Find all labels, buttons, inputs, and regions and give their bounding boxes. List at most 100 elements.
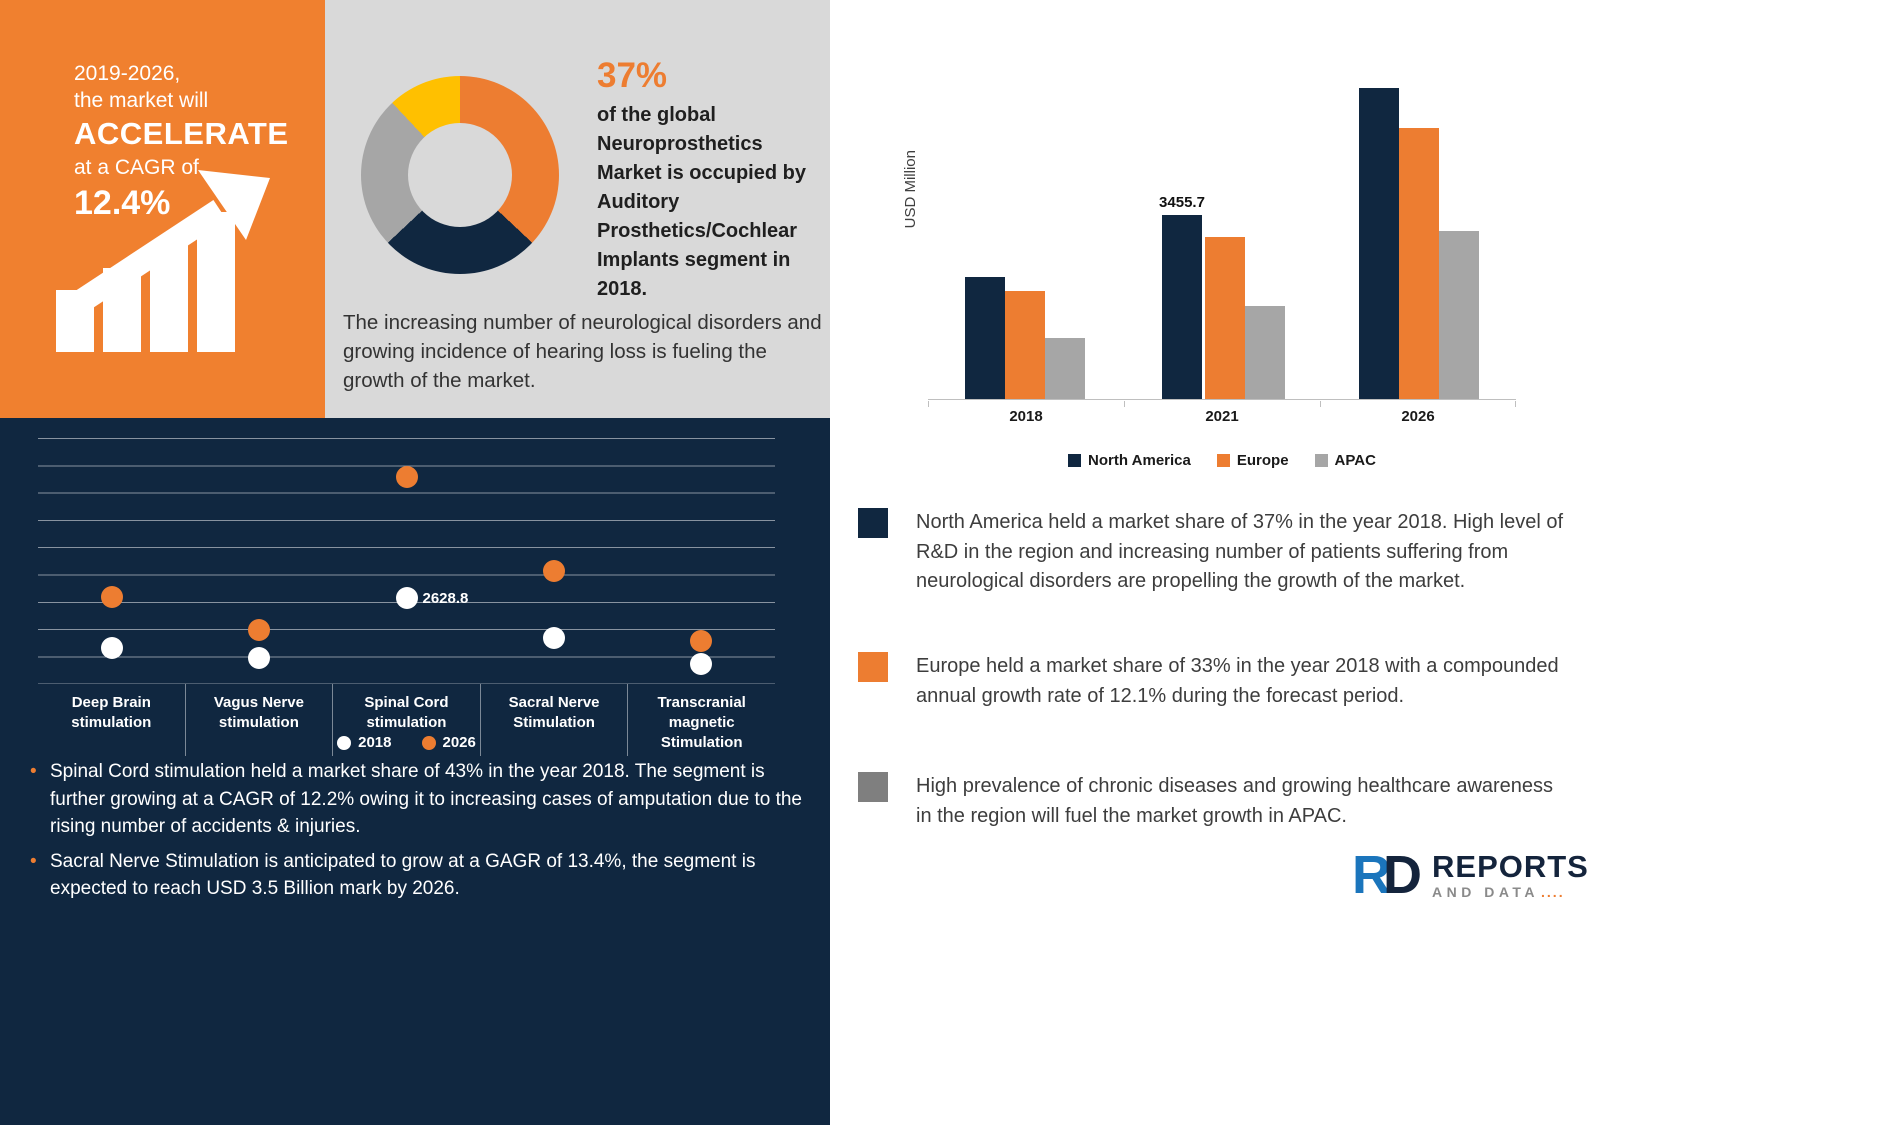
legend-label-2018: 2018 — [358, 734, 392, 751]
cagr-value: 12.4% — [74, 184, 171, 222]
logo-mark-r: R — [1352, 845, 1391, 905]
insight-swatch-navy — [858, 508, 888, 538]
axis-tick — [1515, 401, 1516, 407]
bar-wrap — [1005, 291, 1046, 399]
insight-swatch-orange — [858, 652, 888, 682]
dot-2018 — [100, 637, 123, 659]
dot-2026 — [542, 560, 565, 582]
cagr-panel: 2019-2026, the market will ACCELERATE at… — [0, 0, 325, 418]
bar-wrap — [1204, 237, 1245, 399]
cagr-line-intro: the market will — [74, 89, 209, 112]
bar-wrap — [1045, 338, 1086, 399]
category-label-vagus-nerve: Vagus Nerve stimulation — [184, 684, 333, 756]
x-axis-ticks — [928, 401, 1516, 407]
bar-group-2018 — [965, 277, 1086, 399]
legend-item-north-america: North America — [1068, 452, 1191, 469]
bar-wrap — [1398, 128, 1439, 399]
bar-europe — [1398, 128, 1439, 399]
bar-wrap — [965, 277, 1006, 399]
category-label-deep-brain: Deep Brain stimulation — [71, 694, 152, 731]
legend-swatch-europe — [1216, 454, 1230, 467]
bullet-sacral-nerve: Sacral Nerve Stimulation is anticipated … — [28, 848, 818, 903]
segment-bullets: Spinal Cord stimulation held a market sh… — [28, 758, 818, 910]
dot-2026 — [248, 619, 271, 641]
legend-label-north-america: North America — [1088, 452, 1191, 469]
logo-subtitle-text: AND DATA — [1432, 884, 1540, 901]
bar-wrap — [1244, 306, 1285, 399]
legend-item-2026: 2026 — [421, 734, 476, 751]
dot-plot: 2628.8 — [38, 438, 775, 684]
bar-wrap — [1358, 88, 1399, 399]
legend-label-2026: 2026 — [442, 734, 476, 751]
insight-text-north-america: North America held a market share of 37%… — [916, 511, 1564, 592]
bar-wrap — [1438, 231, 1479, 399]
bar-apac — [1244, 306, 1285, 399]
y-axis-label: USD Million — [902, 150, 919, 229]
dot-legend: 2018 2026 — [38, 734, 775, 751]
dot-2018 — [542, 627, 565, 649]
legend-item-2018: 2018 — [337, 734, 392, 751]
bar-plot: 3455.7 — [928, 68, 1516, 400]
cagr-line-at: at a CAGR of — [74, 156, 199, 179]
insight-apac: High prevalence of chronic diseases and … — [858, 772, 1574, 831]
cagr-text-block: 2019-2026, the market will ACCELERATE at… — [74, 60, 289, 225]
bar-wrap: 3455.7 — [1159, 194, 1205, 399]
bar-europe — [1005, 291, 1046, 399]
growth-arrow-icon — [56, 170, 270, 352]
category-label-sacral-nerve: Sacral Nerve Stimulation — [479, 684, 628, 756]
dot-category-labels: Deep Brain stimulation Vagus Nerve stimu… — [38, 684, 775, 756]
category-label-spinal-cord: Spinal Cord stimulation — [332, 684, 480, 756]
bullet-spinal-cord: Spinal Cord stimulation held a market sh… — [28, 758, 818, 841]
legend-item-apac: APAC — [1314, 452, 1376, 469]
legend-label-europe: Europe — [1236, 452, 1289, 469]
donut-body-text: The increasing number of neurological di… — [343, 311, 822, 392]
headline-percentage: 37% — [597, 56, 668, 95]
bar-apac — [1045, 338, 1086, 399]
reports-and-data-logo: RD REPORTS AND DATA.... — [1352, 848, 1589, 902]
dot-2018 — [248, 647, 271, 669]
dot-2026 — [395, 466, 418, 488]
dot-2018 — [690, 653, 713, 675]
logo-subtitle: AND DATA.... — [1432, 884, 1589, 900]
bar-north-america — [1161, 215, 1202, 399]
legend-swatch-north-america — [1068, 454, 1082, 467]
logo-text-block: REPORTS AND DATA.... — [1432, 849, 1589, 900]
axis-tick — [928, 401, 929, 407]
x-label-2018: 2018 — [1009, 408, 1043, 425]
logo-dots: .... — [1541, 884, 1565, 901]
dot-2026 — [690, 630, 713, 652]
axis-tick — [1123, 401, 1125, 407]
x-label-2021: 2021 — [1205, 408, 1239, 425]
insight-north-america: North America held a market share of 37%… — [858, 508, 1574, 597]
bar-legend: North America Europe APAC — [928, 452, 1516, 469]
legend-label-apac: APAC — [1334, 452, 1376, 469]
cagr-line-years: 2019-2026, — [74, 62, 181, 85]
bar-apac — [1438, 231, 1479, 399]
x-label-2026: 2026 — [1401, 408, 1435, 425]
logo-mark-icon: RD — [1352, 848, 1424, 902]
bar-group-2026 — [1358, 88, 1479, 399]
legend-swatch-apac — [1314, 454, 1328, 467]
headline-text: of the global Neuroprosthetics Market is… — [597, 104, 806, 300]
legend-item-europe: Europe — [1216, 452, 1289, 469]
category-label-transcranial: Transcranial magnetic Stimulation — [627, 684, 775, 756]
legend-dot-2018 — [337, 735, 352, 750]
logo-mark-d: D — [1383, 845, 1422, 905]
insight-text-europe: Europe held a market share of 33% in the… — [916, 655, 1559, 707]
regional-panel: USD Million 3455.7 2018 2021 2026 North … — [830, 0, 1903, 1125]
bar-north-america — [965, 277, 1006, 399]
donut-panel: 37% of the global Neuroprosthetics Marke… — [325, 0, 830, 418]
dotplot-panel: 2628.8 Deep Brain stimulation Vagus Nerv… — [0, 418, 830, 1125]
bar-north-america — [1358, 88, 1399, 399]
axis-tick — [1319, 401, 1321, 407]
insight-text-apac: High prevalence of chronic diseases and … — [916, 775, 1554, 827]
bar-europe — [1204, 237, 1245, 399]
insight-europe: Europe held a market share of 33% in the… — [858, 652, 1574, 711]
x-axis-labels: 2018 2021 2026 — [928, 408, 1516, 425]
dot-value-label: 2628.8 — [422, 590, 469, 607]
legend-dot-2026 — [421, 735, 436, 750]
donut-chart — [361, 76, 559, 274]
bar-value-label: 3455.7 — [1159, 194, 1205, 211]
insight-swatch-gray — [858, 772, 888, 802]
